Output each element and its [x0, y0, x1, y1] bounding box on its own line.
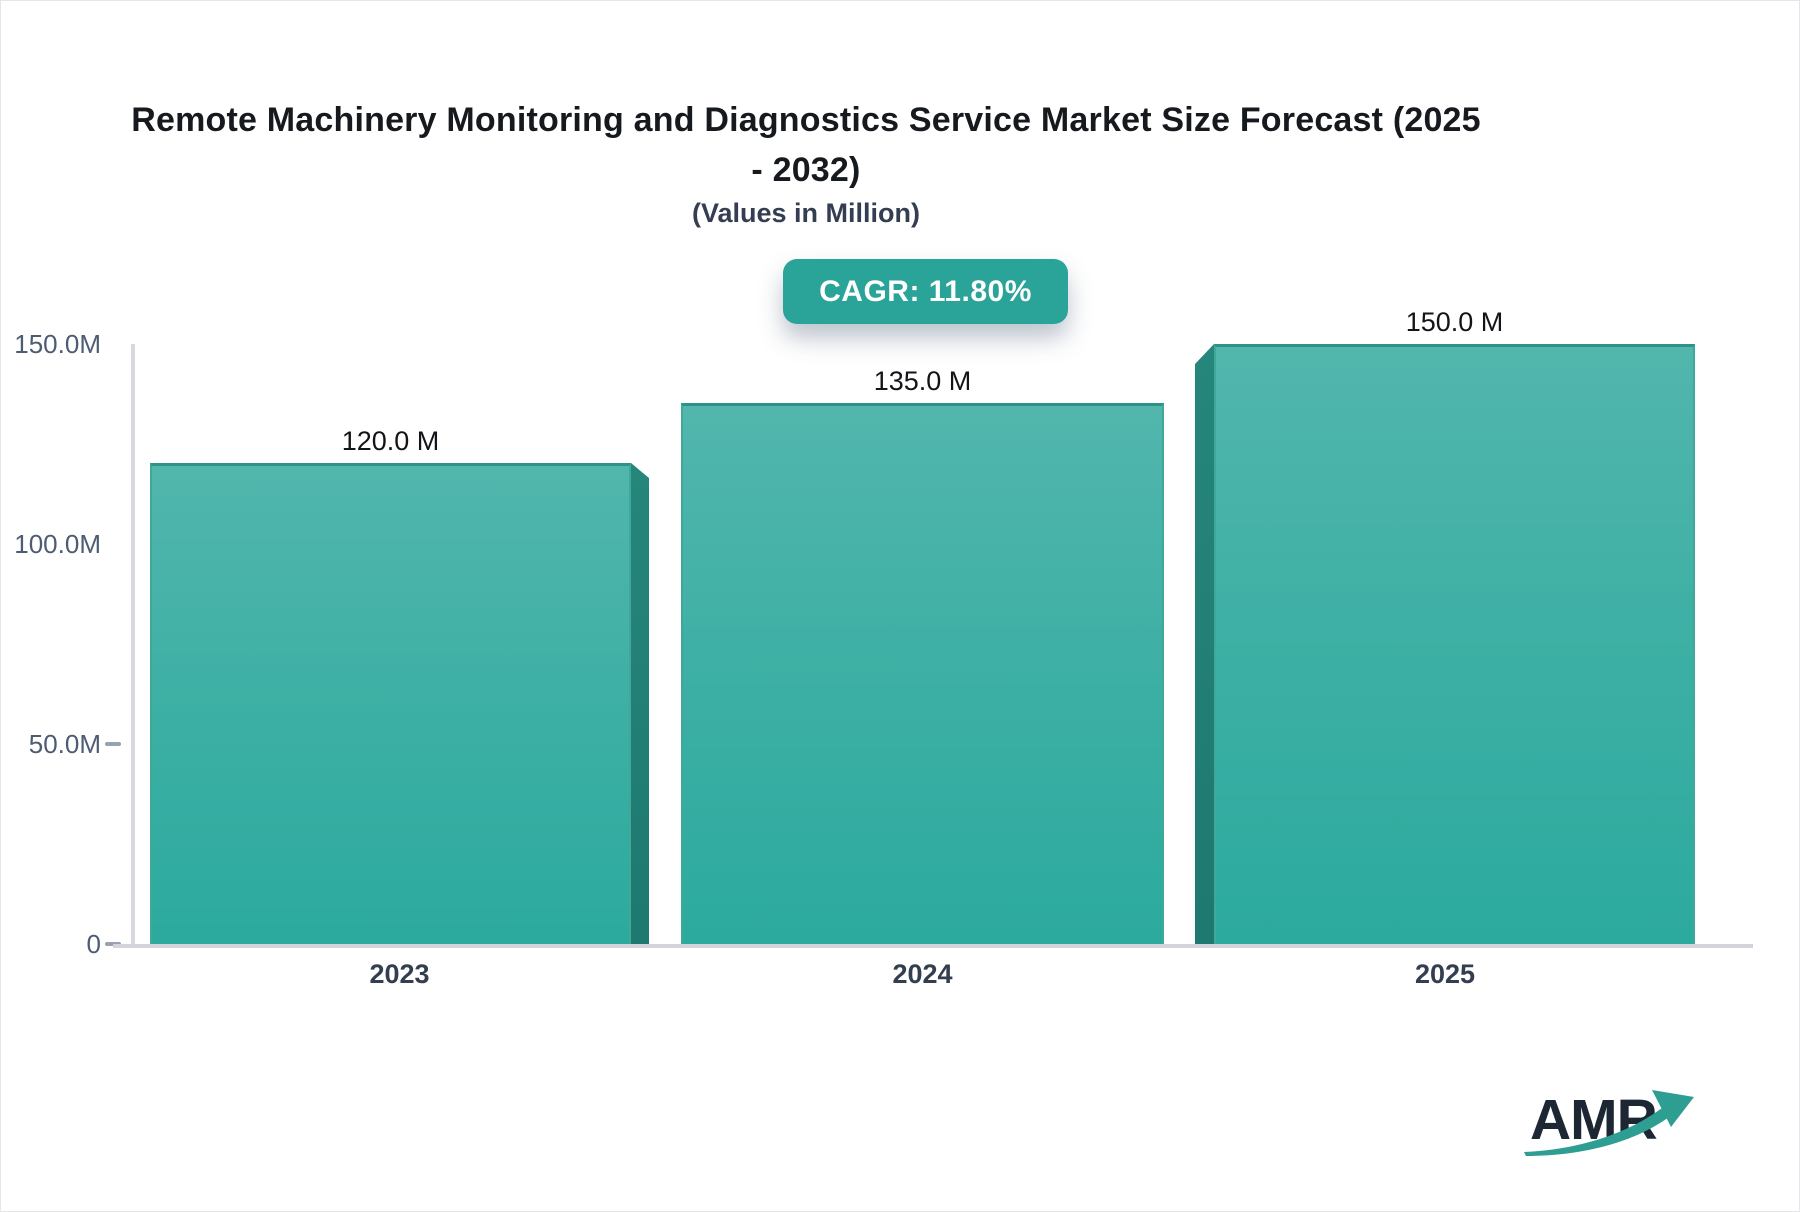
bar-value-label-2024: 135.0 M — [873, 366, 972, 396]
bar-value-label-2023: 120.0 M — [341, 426, 440, 456]
x-tick-label-2024: 2024 — [892, 959, 953, 989]
bar-2024[interactable] — [681, 403, 1164, 944]
y-tick-label-50: 50.0M — [28, 729, 101, 759]
amr-logo-arrow-icon — [1524, 1090, 1694, 1156]
y-tick-label-100: 100.0M — [14, 529, 101, 559]
cagr-badge: CAGR: 11.80% — [783, 259, 1068, 324]
chart-title: Remote Machinery Monitoring and Diagnost… — [91, 95, 1521, 195]
y-tick-mark-50 — [105, 742, 121, 746]
bar-2025-side-face — [1195, 344, 1214, 944]
bar-2025[interactable] — [1214, 344, 1695, 944]
x-axis-line — [113, 944, 1753, 948]
bar-2023-side-face — [631, 463, 649, 944]
chart-subtitle: (Values in Million) — [691, 198, 921, 228]
chart-title-line2: - 2032) — [751, 151, 861, 189]
x-tick-label-2025: 2025 — [1414, 959, 1476, 989]
amr-logo: AMR — [1516, 1081, 1716, 1166]
x-tick-label-2023: 2023 — [369, 959, 430, 989]
bar-2023[interactable] — [150, 463, 631, 944]
y-tick-label-150: 150.0M — [14, 329, 101, 359]
chart-title-line1: Remote Machinery Monitoring and Diagnost… — [131, 101, 1481, 139]
y-axis-line — [131, 344, 135, 948]
bar-value-label-2025: 150.0 M — [1405, 307, 1504, 337]
y-tick-label-0: 0 — [86, 929, 101, 959]
